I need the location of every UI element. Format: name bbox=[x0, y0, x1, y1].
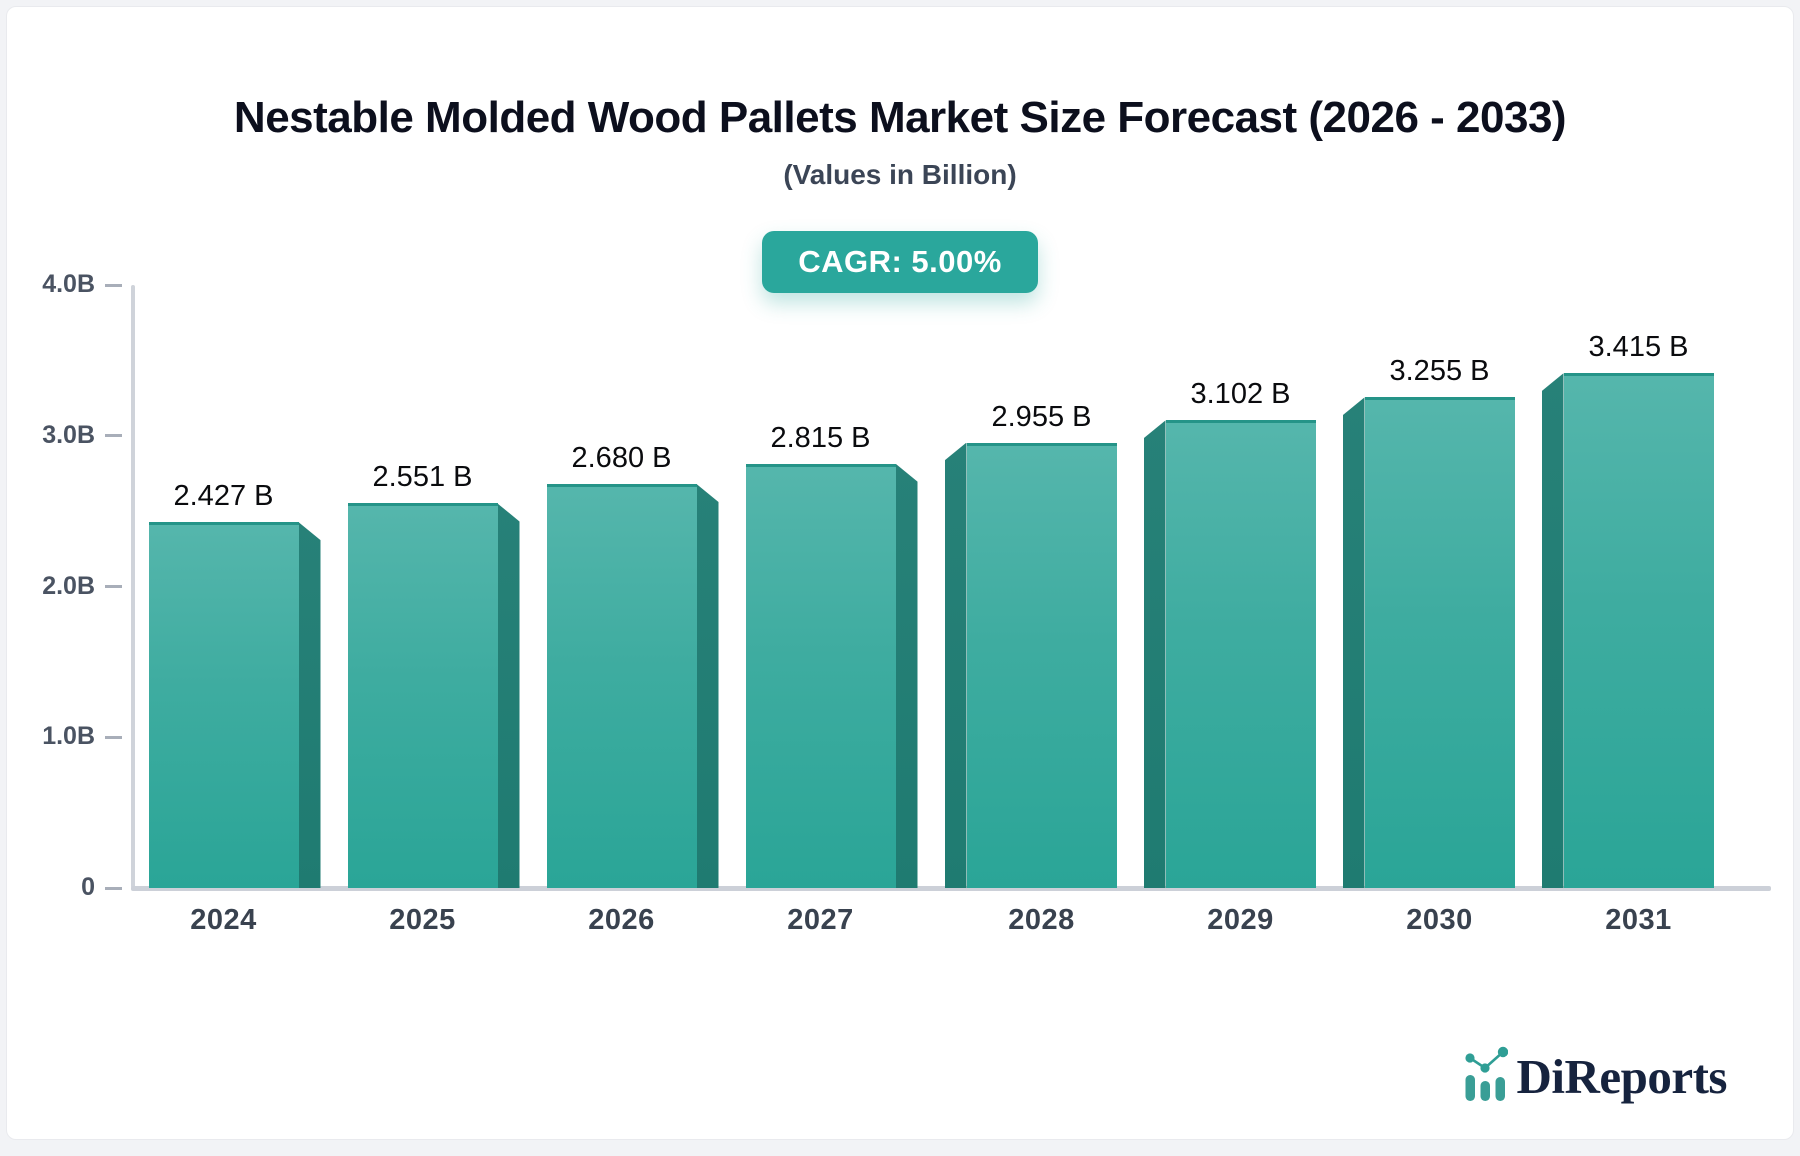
x-axis-label: 2024 bbox=[190, 904, 257, 936]
bar-slot: 3.102 B 2029 bbox=[1130, 285, 1329, 936]
bar-side-panel bbox=[497, 503, 520, 888]
bar-value-label: 3.255 B bbox=[1389, 355, 1490, 388]
bar-slot: 2.815 B 2027 bbox=[732, 285, 931, 936]
bar-face bbox=[745, 463, 896, 888]
plot-area: 2.427 B 2024 2.551 B 2025 2.680 B 2026 2.815 B… bbox=[42, 270, 1771, 936]
y-tick bbox=[105, 735, 122, 739]
x-axis-label: 2030 bbox=[1406, 904, 1473, 936]
bar-face bbox=[148, 522, 299, 888]
y-tick-label: 2.0B bbox=[42, 571, 95, 600]
bar-line-chart-icon bbox=[1464, 1041, 1509, 1101]
x-axis-label: 2026 bbox=[588, 904, 655, 936]
bar-side-panel bbox=[298, 522, 321, 888]
bar-face bbox=[546, 484, 697, 888]
bar-2031[interactable]: 3.415 B bbox=[1541, 331, 1714, 888]
y-tick-label: 3.0B bbox=[42, 420, 95, 449]
y-tick bbox=[105, 585, 122, 588]
y-tick-label: 1.0B bbox=[42, 722, 95, 751]
bar-slot: 2.680 B 2026 bbox=[533, 285, 732, 936]
bar-side-panel bbox=[1143, 420, 1166, 888]
x-axis-label: 2029 bbox=[1207, 904, 1274, 936]
y-tick bbox=[105, 283, 122, 287]
bar-value-label: 2.815 B bbox=[770, 421, 871, 454]
bar-slot: 2.551 B 2025 bbox=[334, 285, 533, 936]
bar-2026[interactable]: 2.680 B bbox=[546, 442, 719, 888]
bar-face bbox=[1165, 420, 1316, 888]
bar-value-label: 3.415 B bbox=[1588, 331, 1689, 364]
bar-side-panel bbox=[1342, 397, 1365, 888]
brand-logo: DiReports bbox=[1464, 1041, 1727, 1101]
bar-side-panel bbox=[944, 442, 967, 888]
y-tick-label: 4.0B bbox=[42, 270, 95, 298]
bars-container: 2.427 B 2024 2.551 B 2025 2.680 B 2026 2.815 B… bbox=[135, 285, 1727, 936]
bar-slot: 3.415 B 2031 bbox=[1528, 285, 1727, 936]
bar-side-panel bbox=[696, 484, 719, 888]
brand-logo-text: DiReports bbox=[1516, 1049, 1727, 1104]
y-tick bbox=[105, 886, 122, 890]
bar-2024[interactable]: 2.427 B bbox=[148, 480, 321, 888]
bar-2030[interactable]: 3.255 B bbox=[1342, 355, 1515, 888]
bar-side-panel bbox=[1541, 373, 1564, 888]
x-axis-label: 2028 bbox=[1008, 904, 1075, 936]
bar-2027[interactable]: 2.815 B bbox=[745, 422, 918, 888]
bar-face bbox=[347, 503, 498, 888]
x-axis-label: 2027 bbox=[787, 904, 854, 936]
x-axis bbox=[131, 886, 1771, 891]
bar-value-label: 2.955 B bbox=[991, 400, 1092, 433]
chart-card: Nestable Molded Wood Pallets Market Size… bbox=[6, 6, 1794, 1140]
bar-face bbox=[1563, 373, 1714, 888]
bar-value-label: 2.551 B bbox=[372, 461, 473, 494]
bar-value-label: 2.680 B bbox=[571, 442, 672, 474]
bar-value-label: 2.427 B bbox=[173, 480, 274, 513]
bar-2025[interactable]: 2.551 B bbox=[347, 461, 520, 888]
bar-2029[interactable]: 3.102 B bbox=[1143, 378, 1316, 888]
x-axis-label: 2031 bbox=[1605, 904, 1672, 936]
bar-face bbox=[966, 442, 1117, 888]
bar-slot: 2.955 B 2028 bbox=[931, 285, 1130, 936]
bar-2028[interactable]: 2.955 B bbox=[944, 401, 1117, 888]
bar-face bbox=[1364, 397, 1515, 888]
y-tick-label: 0 bbox=[81, 873, 95, 901]
chart-subtitle: (Values in Billion) bbox=[783, 159, 1017, 190]
bar-slot: 3.255 B 2030 bbox=[1329, 285, 1528, 936]
y-tick bbox=[105, 434, 122, 438]
y-axis bbox=[131, 285, 135, 888]
cagr-badge: CAGR: 5.00% bbox=[762, 231, 1038, 293]
page-title: Nestable Molded Wood Pallets Market Size… bbox=[233, 93, 1567, 142]
bar-value-label: 3.102 B bbox=[1190, 378, 1291, 411]
bar-side-panel bbox=[895, 463, 918, 888]
x-axis-label: 2025 bbox=[389, 904, 456, 936]
bar-slot: 2.427 B 2024 bbox=[135, 285, 334, 936]
